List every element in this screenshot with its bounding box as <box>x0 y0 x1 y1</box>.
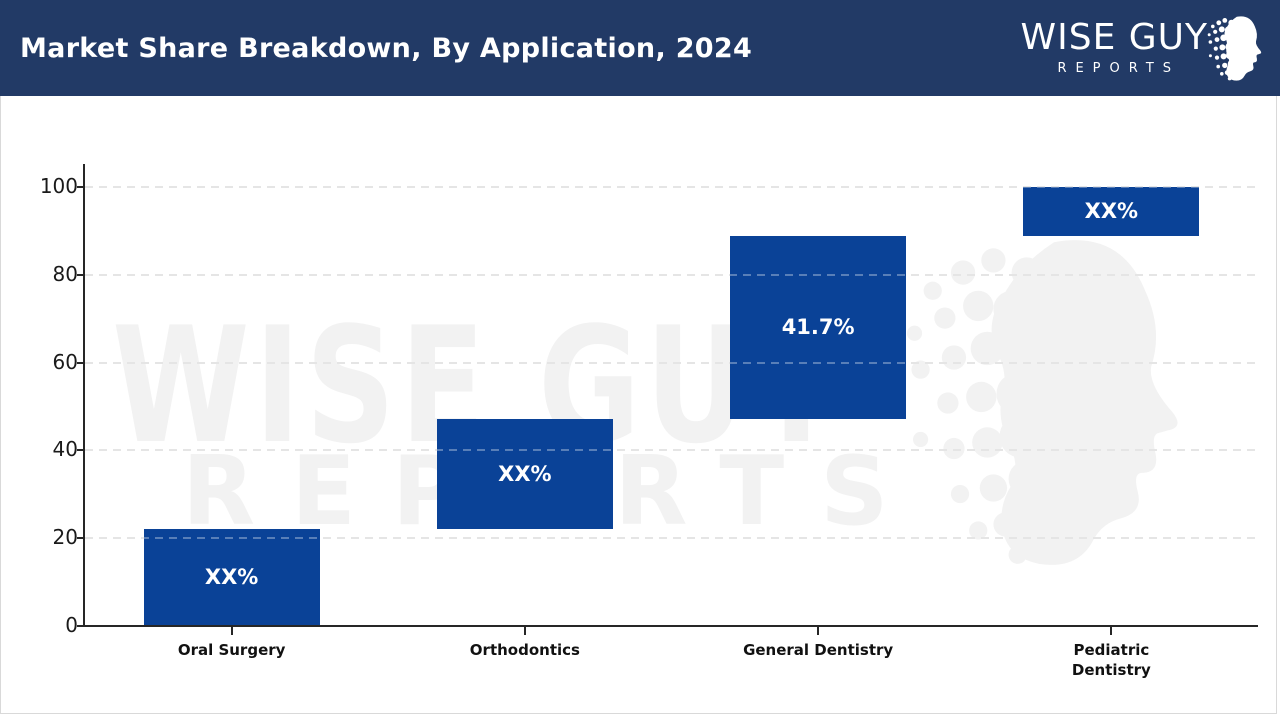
category-label-orthodontics: Orthodontics <box>469 641 580 659</box>
x-tick-mark <box>817 627 820 635</box>
y-tick-label: 100 <box>39 174 78 198</box>
y-tick-label: 80 <box>52 261 78 286</box>
gridline-overlay-40 <box>85 449 1258 452</box>
y-tick-mark <box>77 625 85 627</box>
bar-value-label-general-dentistry: 41.7% <box>781 315 855 340</box>
wise-guy-logo: WISE GUY REPORTS <box>1021 12 1269 84</box>
gridline-overlay-60 <box>85 361 1258 364</box>
y-tick-mark <box>77 186 85 188</box>
bar-pediatric-dentistry: XX% <box>1023 187 1200 236</box>
gridline-overlay-80 <box>85 273 1258 276</box>
category-label-general-dentistry: General Dentistry <box>743 641 894 659</box>
gridline-40 <box>85 449 1258 452</box>
gridline-80 <box>85 273 1258 276</box>
header: Market Share Breakdown, By Application, … <box>0 0 1280 96</box>
page-title: Market Share Breakdown, By Application, … <box>20 32 753 64</box>
bar-value-label-pediatric-dentistry: XX% <box>1084 199 1139 224</box>
y-axis-spine <box>83 164 85 627</box>
watermark-head-icon <box>906 240 1178 565</box>
x-tick-mark <box>1110 627 1113 635</box>
y-tick-label: 20 <box>52 525 78 550</box>
logo-text: WISE GUY REPORTS <box>1020 17 1209 77</box>
bar-value-label-orthodontics: XX% <box>498 461 552 486</box>
bar-value-label-oral-surgery: XX% <box>204 565 259 590</box>
bar-oral-surgery: XX% <box>143 528 320 626</box>
y-tick-label: 40 <box>52 437 78 462</box>
y-tick-mark <box>77 361 85 364</box>
x-tick-mark <box>523 627 526 635</box>
logo-wordmark: WISE GUY <box>1020 17 1208 58</box>
x-tick-mark <box>230 627 233 635</box>
gridline-overlay-100 <box>85 186 1258 188</box>
gridline-20 <box>85 537 1258 540</box>
category-label-oral-surgery: Oral Surgery <box>177 641 286 659</box>
y-tick-label: 60 <box>52 349 78 374</box>
x-axis-spine <box>83 625 1258 627</box>
gridline-100 <box>85 186 1258 188</box>
category-label-pediatric-dentistry: Pediatric Dentistry <box>1071 641 1151 680</box>
bar-general-dentistry: 41.7% <box>730 235 907 419</box>
bar-orthodontics: XX% <box>436 418 613 529</box>
y-tick-mark <box>77 273 85 276</box>
logo-subtitle: REPORTS <box>1057 61 1181 76</box>
y-tick-mark <box>77 449 85 452</box>
y-tick-label: 0 <box>65 613 78 637</box>
gridline-overlay-20 <box>85 537 1258 540</box>
y-tick-mark <box>77 537 85 540</box>
gridline-60 <box>85 361 1258 364</box>
